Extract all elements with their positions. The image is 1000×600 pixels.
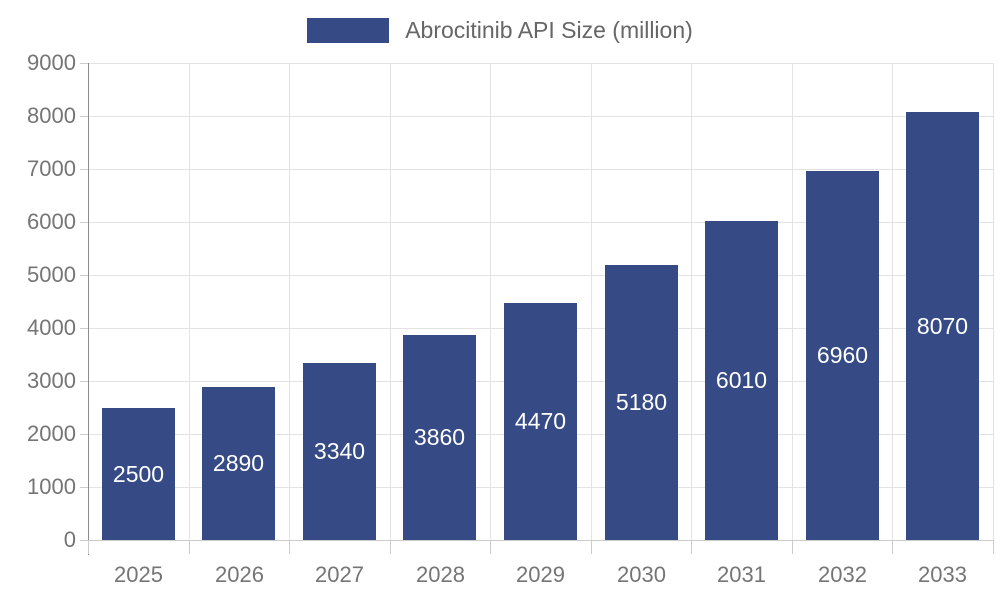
legend: Abrocitinib API Size (million) [0,17,1000,44]
x-axis-label: 2033 [918,562,967,587]
x-axis-tick [189,540,190,554]
x-axis-tick [490,540,491,554]
bar-value-label: 3860 [413,424,466,450]
bar: 5180 [605,265,678,540]
y-axis-label: 1000 [27,474,76,499]
bar: 3340 [303,363,376,540]
y-axis-tick [80,275,88,276]
x-axis-label: 2025 [114,562,163,587]
y-axis-tick [80,381,88,382]
bar: 6960 [806,171,879,540]
x-axis-label: 2030 [617,562,666,587]
x-axis-label: 2031 [717,562,766,587]
y-axis-tick [80,63,88,64]
bar: 6010 [705,221,778,540]
x-axis-tick [88,540,89,554]
y-axis-label: 4000 [27,315,76,340]
bar-value-label: 5180 [615,389,668,415]
h-gridline [88,116,993,117]
v-gridline [490,63,491,540]
h-gridline [88,169,993,170]
bar: 2500 [102,408,175,541]
y-axis-label: 0 [63,527,76,552]
bar: 3860 [403,335,476,540]
y-axis-label: 2000 [27,421,76,446]
y-axis-line [88,63,89,555]
x-axis-label: 2026 [215,562,264,587]
v-gridline [591,63,592,540]
v-gridline [289,63,290,540]
y-axis-label: 7000 [27,156,76,181]
y-axis-tick [80,116,88,117]
y-axis-tick [80,222,88,223]
v-gridline [189,63,190,540]
bar: 8070 [906,112,979,540]
y-axis-label: 3000 [27,368,76,393]
y-axis-tick [80,328,88,329]
h-gridline [88,222,993,223]
bar-value-label: 8070 [916,312,969,339]
y-axis-label: 9000 [27,50,76,75]
x-axis-label: 2029 [516,562,565,587]
v-gridline [892,63,893,540]
y-axis-tick [80,434,88,435]
bar: 4470 [504,303,577,540]
x-axis-tick [390,540,391,554]
y-axis-tick [80,540,88,541]
v-gridline [792,63,793,540]
v-gridline [993,63,994,540]
legend-swatch [307,18,390,43]
v-gridline [691,63,692,540]
y-axis-label: 6000 [27,209,76,234]
bar-value-label: 2890 [212,450,265,476]
h-gridline [88,275,993,276]
bar-value-label: 2500 [112,461,165,487]
y-axis-tick [80,487,88,488]
x-axis-label: 2027 [315,562,364,587]
bar-value-label: 6960 [816,342,869,368]
legend-label: Abrocitinib API Size (million) [405,17,693,43]
y-axis-label: 8000 [27,103,76,128]
x-axis-label: 2028 [416,562,465,587]
x-axis-tick [591,540,592,554]
bar-value-label: 3340 [313,438,366,464]
x-axis-line [88,540,993,541]
y-axis-tick [80,169,88,170]
x-axis-label: 2032 [818,562,867,587]
v-gridline [390,63,391,540]
x-axis-tick [289,540,290,554]
bar-value-label: 4470 [514,408,567,434]
x-axis-tick [691,540,692,554]
bar-value-label: 6010 [715,367,768,393]
h-gridline [88,63,993,64]
x-axis-tick [892,540,893,554]
y-axis-label: 5000 [27,262,76,287]
x-axis-tick [792,540,793,554]
bar: 2890 [202,387,275,540]
x-axis-tick [993,540,994,554]
